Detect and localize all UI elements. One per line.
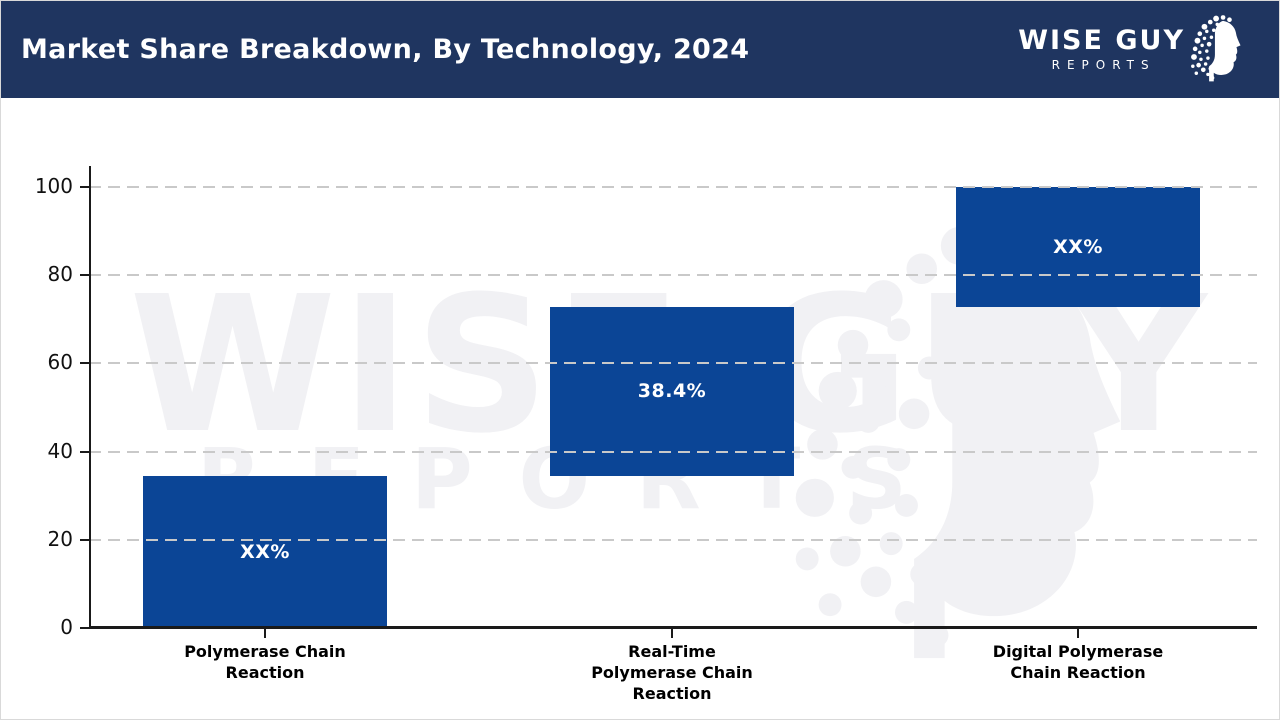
chart-area: WISE GUY REPORTS 0 20 40 60 80 100 XX% 38.4% XX%… xyxy=(1,98,1279,719)
head-silhouette-icon xyxy=(1187,13,1251,87)
logo-wordmark: WISE GUY xyxy=(1018,25,1185,56)
plot-area: 0 20 40 60 80 100 XX% 38.4% XX% Polymerase Chain … xyxy=(1,98,1279,719)
x-tick-2 xyxy=(671,629,673,638)
y-tick-40 xyxy=(80,450,89,453)
x-category-label-1: Polymerase Chain Reaction xyxy=(184,642,346,682)
y-tick-label-20: 20 xyxy=(47,526,73,551)
chart-title: Market Share Breakdown, By Technology, 2… xyxy=(21,34,750,65)
y-axis-line xyxy=(89,166,91,628)
bar-1: XX% xyxy=(143,475,387,628)
bar-value-label-1: XX% xyxy=(240,540,290,563)
logo-tagline: REPORTS xyxy=(1051,58,1156,72)
y-tick-80 xyxy=(80,274,89,277)
y-tick-100 xyxy=(80,186,89,188)
bar-2: 38.4% xyxy=(550,306,794,476)
wiseguy-logo: WISE GUY REPORTS xyxy=(1018,13,1251,87)
x-tick-1 xyxy=(264,629,266,638)
x-category-label-2: Real-Time Polymerase Chain Reaction xyxy=(591,642,753,703)
gridline-40 xyxy=(89,450,1257,453)
bar-3: XX% xyxy=(956,187,1200,307)
y-tick-label-80: 80 xyxy=(47,262,73,287)
y-tick-60 xyxy=(80,362,89,365)
y-tick-label-40: 40 xyxy=(47,438,73,463)
gridline-20 xyxy=(89,538,1257,541)
gridline-80 xyxy=(89,274,1257,277)
gridline-60 xyxy=(89,362,1257,365)
header: Market Share Breakdown, By Technology, 2… xyxy=(1,1,1279,98)
y-tick-label-0: 0 xyxy=(60,615,73,639)
bar-value-label-3: XX% xyxy=(1053,235,1103,258)
y-tick-0 xyxy=(80,627,89,629)
y-tick-20 xyxy=(80,538,89,541)
gridline-100 xyxy=(89,186,1257,188)
x-tick-3 xyxy=(1077,629,1079,638)
y-tick-label-100: 100 xyxy=(34,174,73,198)
y-tick-label-60: 60 xyxy=(47,350,73,375)
bar-value-label-2: 38.4% xyxy=(637,380,707,403)
x-category-label-3: Digital Polymerase Chain Reaction xyxy=(992,642,1164,682)
logo-text: WISE GUY REPORTS xyxy=(1018,27,1185,72)
x-axis-line xyxy=(89,626,1257,629)
